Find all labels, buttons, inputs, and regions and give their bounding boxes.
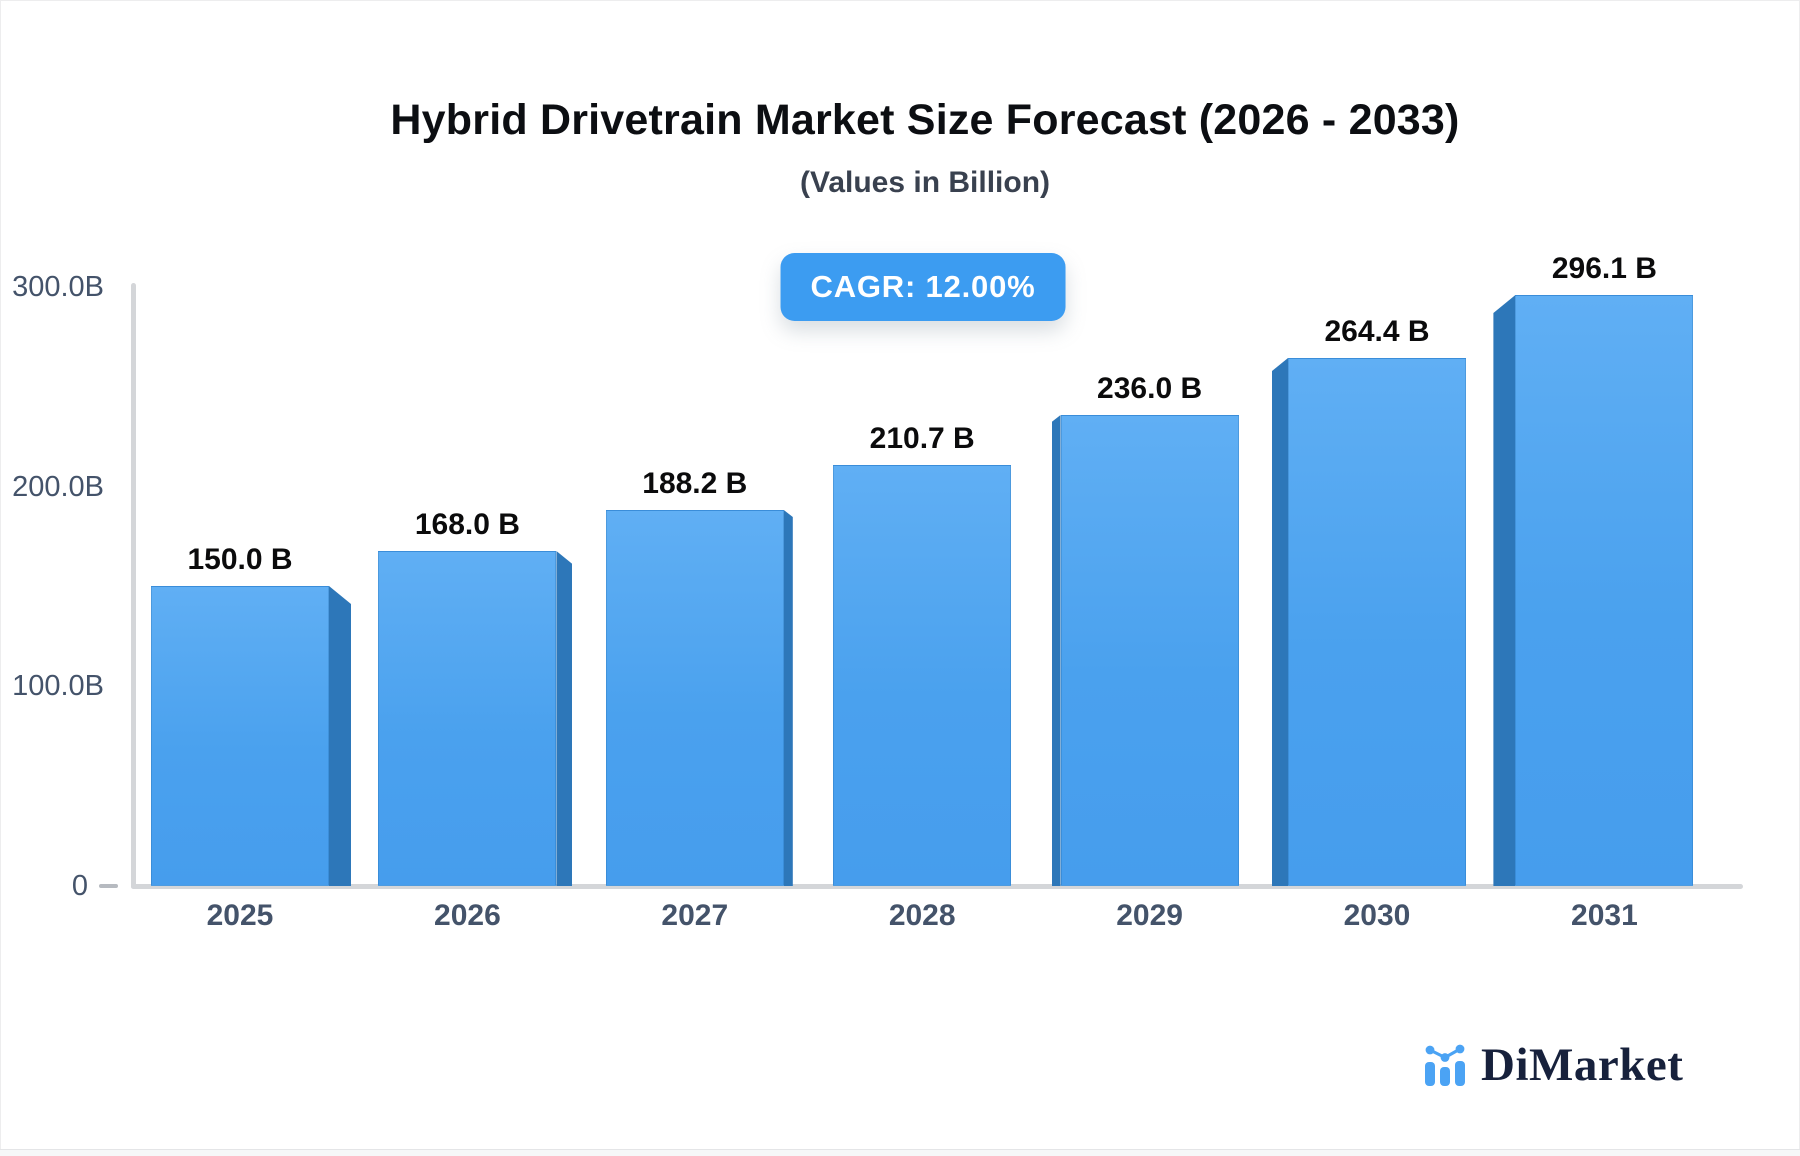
- bar-2026: [378, 551, 557, 886]
- x-axis-label-2028: 2028: [888, 899, 956, 932]
- bar-2027: [605, 510, 784, 886]
- x-axis-label-2026: 2026: [434, 899, 501, 932]
- y-tick-label-300.0B: 300.0B: [12, 271, 104, 303]
- bar-side-panel-2027: [783, 510, 793, 886]
- bar-2029: [1060, 415, 1239, 886]
- x-axis-label-2027: 2027: [661, 899, 729, 932]
- bar-2025: [151, 586, 329, 886]
- y-tick-label-0: 0: [71, 870, 88, 902]
- cagr-badge: CAGR: 12.00%: [780, 253, 1066, 321]
- value-label-2028: 210.7 B: [869, 422, 975, 455]
- x-axis-label-2030: 2030: [1343, 899, 1411, 932]
- bar-2031: [1515, 295, 1694, 886]
- bottom-edge-strip: [0, 1149, 1800, 1156]
- x-axis-line: [131, 884, 1743, 889]
- value-label-2026: 168.0 B: [414, 508, 520, 541]
- value-label-2029: 236.0 B: [1097, 372, 1203, 405]
- bar-side-panel-2025: [329, 586, 351, 886]
- bar-side-panel-2026: [556, 551, 573, 886]
- value-label-2031: 296.1 B: [1551, 252, 1657, 285]
- bar-side-panel-2030: [1272, 358, 1288, 886]
- bar-side-panel-2029: [1051, 415, 1061, 886]
- chart-subtitle: (Values in Billion): [799, 166, 1051, 199]
- y-axis-line: [131, 283, 136, 889]
- x-axis-label-2029: 2029: [1116, 899, 1183, 932]
- mini-bar-chart-logo-icon: [1425, 1044, 1465, 1086]
- value-label-2030: 264.4 B: [1324, 315, 1430, 348]
- y-tick-label-100.0B: 100.0B: [12, 670, 104, 703]
- y-tick-label-200.0B: 200.0B: [12, 470, 104, 503]
- value-label-2027: 188.2 B: [642, 467, 748, 500]
- x-axis-label-2031: 2031: [1571, 899, 1638, 932]
- bar-2028: [833, 465, 1012, 886]
- chart-title: Hybrid Drivetrain Market Size Forecast (…: [390, 96, 1460, 144]
- bar-side-panel-2031: [1493, 295, 1516, 886]
- x-axis-label-2025: 2025: [206, 899, 274, 932]
- value-label-2025: 150.0 B: [187, 543, 293, 576]
- brand-logo: DiMarket: [1424, 1040, 1683, 1090]
- brand-name: DiMarket: [1481, 1039, 1684, 1091]
- zero-tick-dash: [99, 884, 118, 888]
- bar-2030: [1288, 358, 1466, 886]
